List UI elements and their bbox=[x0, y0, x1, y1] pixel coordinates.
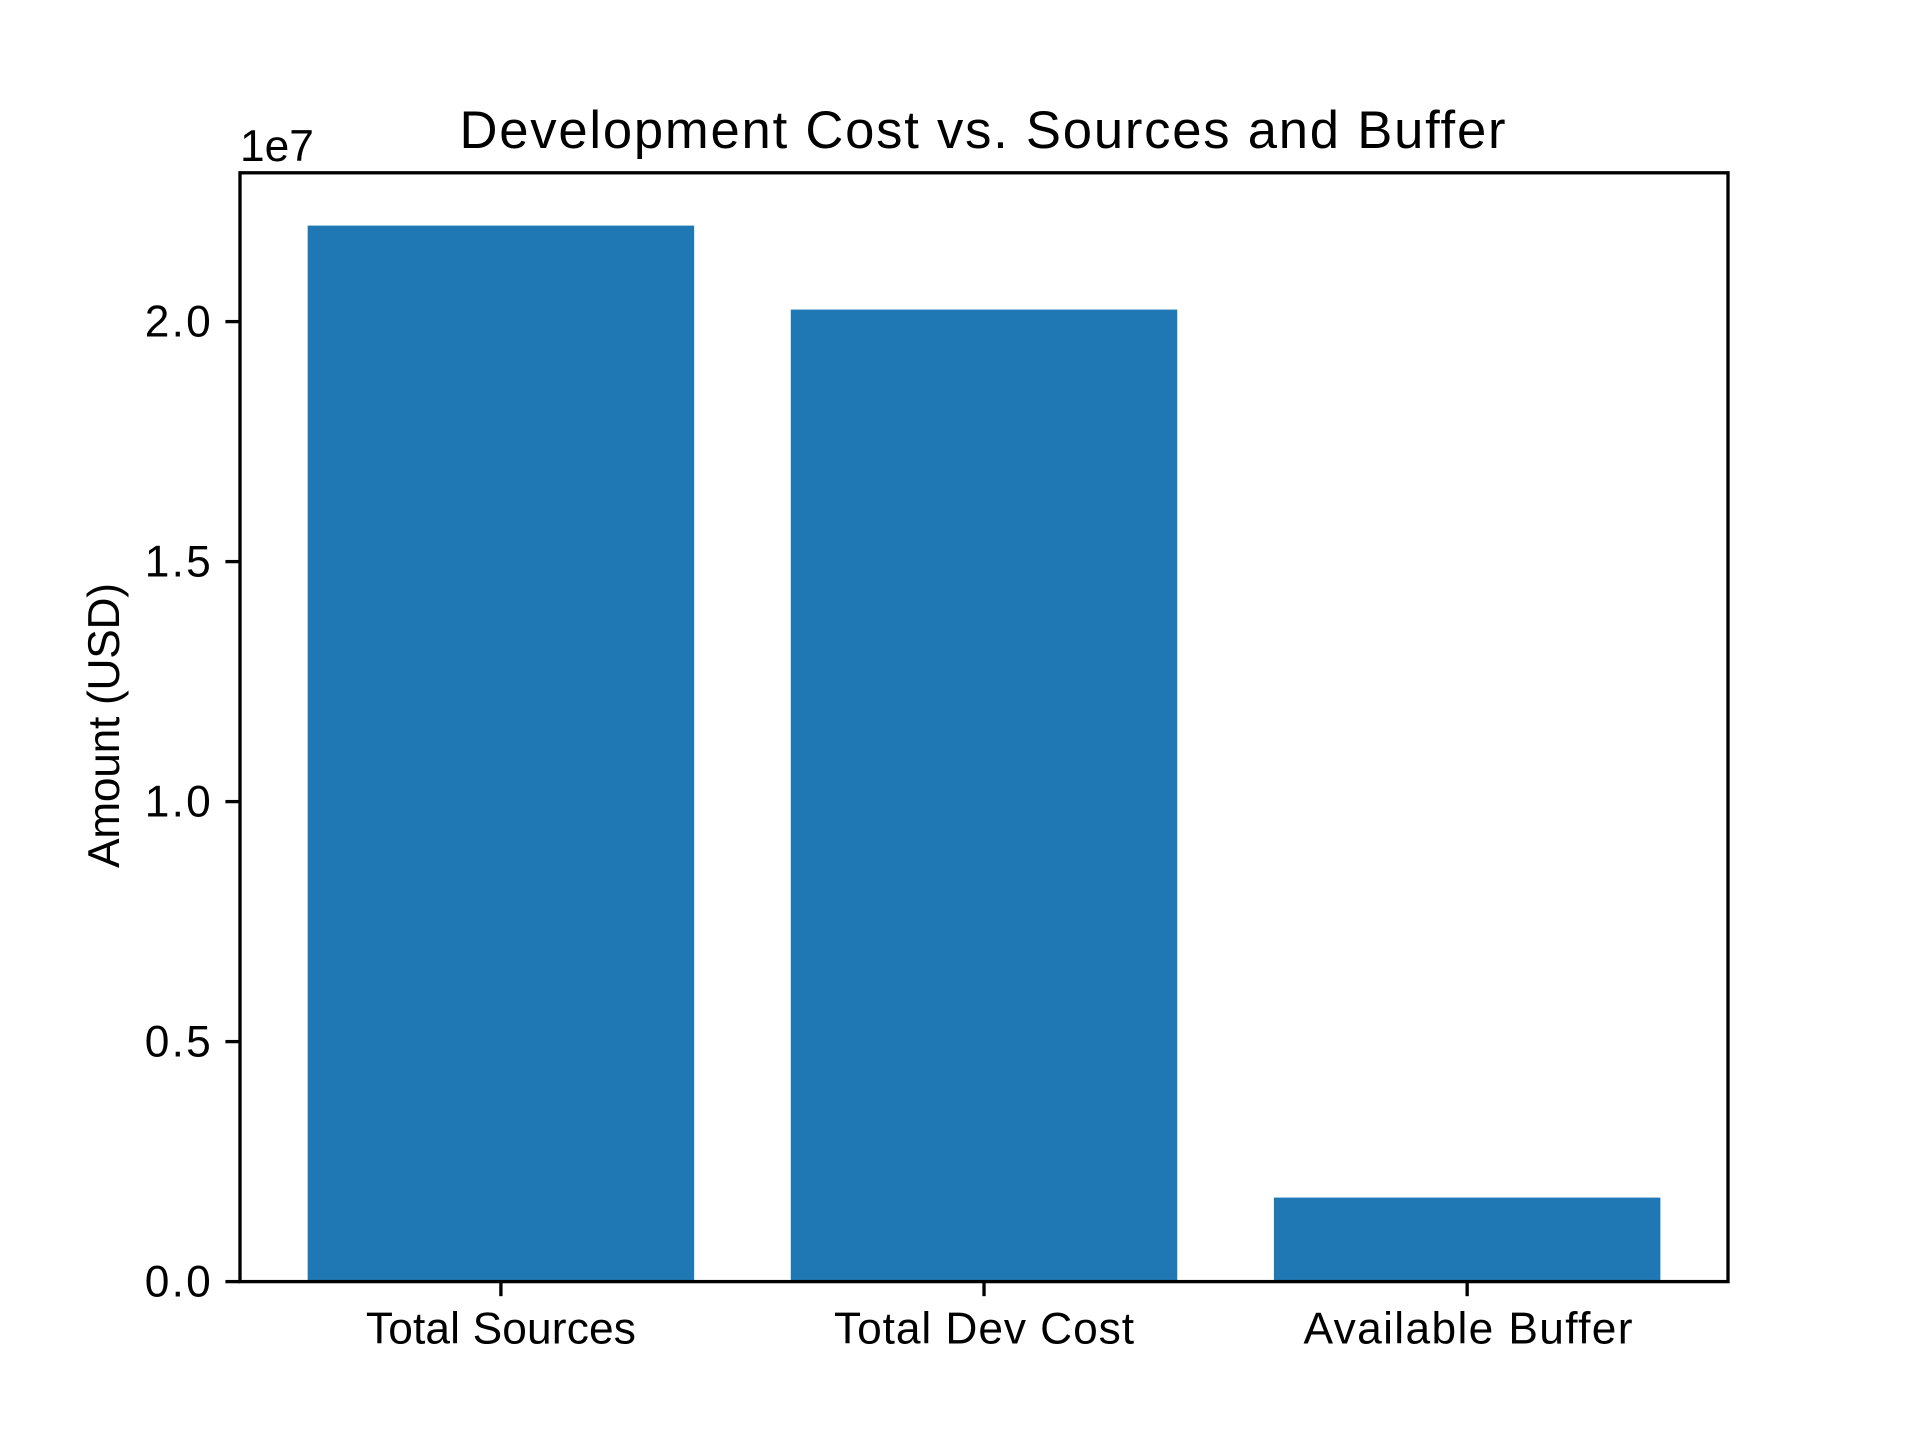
svg-text:Amount (USD): Amount (USD) bbox=[80, 583, 129, 868]
svg-text:1.5: 1.5 bbox=[145, 538, 211, 587]
svg-text:1e7: 1e7 bbox=[240, 122, 314, 171]
svg-text:2.0: 2.0 bbox=[145, 298, 211, 347]
svg-text:Total Dev Cost: Total Dev Cost bbox=[834, 1305, 1134, 1354]
svg-text:Total Sources: Total Sources bbox=[366, 1305, 636, 1354]
svg-text:0.0: 0.0 bbox=[145, 1258, 211, 1307]
svg-text:1.0: 1.0 bbox=[145, 778, 211, 827]
svg-text:0.5: 0.5 bbox=[145, 1018, 211, 1067]
svg-text:Development Cost vs. Sources a: Development Cost vs. Sources and Buffer bbox=[460, 101, 1506, 160]
svg-text:Available Buffer: Available Buffer bbox=[1304, 1305, 1633, 1354]
